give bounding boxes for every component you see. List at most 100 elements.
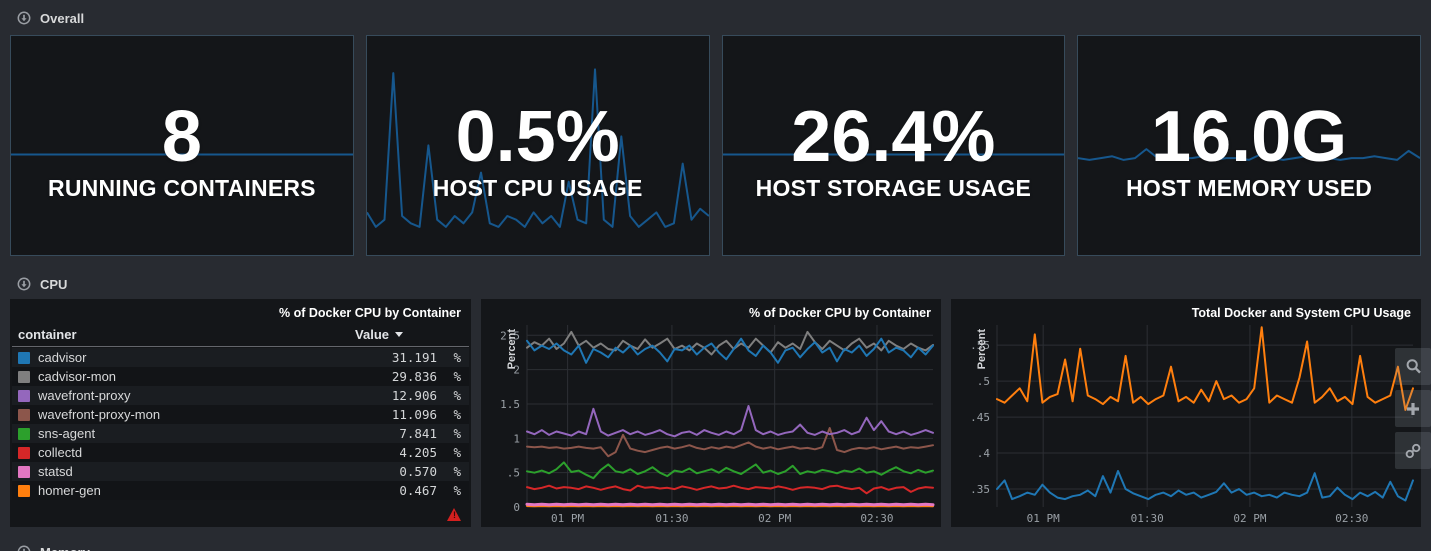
row-header-label: Overall (40, 10, 85, 26)
cpu-value: 12.906 (391, 388, 437, 403)
series-color-swatch (18, 389, 30, 402)
container-name: sns-agent (38, 426, 96, 441)
cpu-value: 7.841 (399, 426, 437, 441)
line-chart-plot[interactable]: 0 .5 1 1.5 2 2.5 01 PM 01:30 02 PM 02:30 (481, 299, 941, 527)
cpu-value: 11.096 (391, 407, 437, 422)
stat-label: HOST MEMORY USED (1126, 174, 1373, 201)
series-color-swatch (18, 408, 30, 421)
cpu-value: 0.467 (399, 483, 437, 498)
container-name: statsd (38, 464, 73, 479)
svg-text:02:30: 02:30 (1335, 512, 1368, 525)
plus-icon (1407, 402, 1419, 415)
cpu-unit: % (453, 388, 461, 403)
overall-stat-row: 8 RUNNING CONTAINERS 0.5% HOST CPU USAGE… (10, 35, 1421, 256)
table-row: cadvisor-mon 29.836% (12, 367, 469, 386)
row-header-label: Memory (40, 545, 90, 551)
cpu-unit: % (453, 483, 461, 498)
column-header-container[interactable]: container (18, 326, 77, 342)
table-row: sns-agent 7.841% (12, 424, 469, 443)
stat-label: HOST STORAGE USAGE (755, 174, 1032, 201)
svg-text:.5: .5 (507, 467, 520, 480)
sparkline (722, 153, 1065, 156)
svg-text:.55: .55 (970, 339, 990, 352)
total-cpu-chart-panel: Total Docker and System CPU Usage Percen… (951, 299, 1421, 527)
table-header-row: container Value (12, 326, 469, 347)
panel-error-icon[interactable]: ! (447, 508, 462, 521)
line-chart-plot[interactable]: .35 .4 .45 .5 .55 01 PM 01:30 02 PM 02:30 (951, 299, 1421, 527)
svg-text:.35: .35 (970, 483, 990, 496)
series-color-swatch (18, 427, 30, 440)
stat-panel-running-containers[interactable]: 8 RUNNING CONTAINERS (10, 35, 354, 256)
panel-title[interactable]: % of Docker CPU by Container (279, 306, 461, 320)
sparkline (1078, 148, 1421, 161)
share-link-button[interactable] (1395, 432, 1431, 469)
dashboard-fab-stack (1395, 348, 1431, 469)
stat-value: 26.4% (791, 97, 996, 178)
table-row: statsd 0.570% (12, 462, 469, 481)
container-name: cadvisor-mon (38, 369, 117, 384)
collapse-row-icon (17, 545, 31, 551)
table-row: wavefront-proxy-mon 11.096% (12, 405, 469, 424)
zoom-out-button[interactable] (1395, 348, 1431, 385)
magnifier-icon (1406, 359, 1421, 374)
table-row: homer-gen 0.467% (12, 481, 469, 500)
svg-text:01:30: 01:30 (655, 512, 688, 525)
sparkline (11, 153, 353, 156)
container-name: homer-gen (38, 483, 101, 498)
row-header-memory[interactable]: Memory (0, 543, 1431, 551)
table-row: cadvisor 31.191% (12, 348, 469, 367)
cpu-value: 29.836 (391, 369, 437, 384)
table-row: collectd 4.205% (12, 443, 469, 462)
stat-value: 8 (161, 97, 202, 178)
svg-text:01 PM: 01 PM (551, 512, 584, 525)
container-name: cadvisor (38, 350, 87, 365)
cpu-unit: % (453, 464, 461, 479)
cpu-value: 4.205 (399, 445, 437, 460)
svg-text:02 PM: 02 PM (758, 512, 791, 525)
series-color-swatch (18, 484, 30, 497)
series-color-swatch (18, 370, 30, 383)
cpu-table-body: cadvisor 31.191% cadvisor-mon 29.836% wavefr… (12, 348, 469, 500)
container-name: wavefront-proxy (38, 388, 131, 403)
cpu-unit: % (453, 407, 461, 422)
cpu-unit: % (453, 350, 461, 365)
series-color-swatch (18, 351, 30, 364)
svg-text:2.5: 2.5 (500, 329, 520, 342)
svg-text:.5: .5 (977, 375, 990, 388)
container-name: collectd (38, 445, 83, 460)
add-panel-button[interactable] (1395, 390, 1431, 427)
row-header-label: CPU (40, 276, 68, 292)
svg-text:01 PM: 01 PM (1027, 512, 1060, 525)
series-color-swatch (18, 465, 30, 478)
stat-panel-host-cpu[interactable]: 0.5% HOST CPU USAGE (365, 35, 710, 256)
svg-text:0: 0 (513, 501, 520, 514)
row-header-cpu[interactable]: CPU (0, 275, 1431, 293)
stat-panel-host-memory[interactable]: 16.0G HOST MEMORY USED (1077, 35, 1421, 256)
cpu-unit: % (453, 445, 461, 460)
svg-text:02:30: 02:30 (860, 512, 893, 525)
svg-text:1: 1 (513, 432, 520, 445)
cpu-value: 31.191 (391, 350, 437, 365)
stat-value: 0.5% (455, 97, 620, 178)
collapse-row-icon (17, 277, 31, 291)
svg-text:1.5: 1.5 (500, 398, 520, 411)
svg-text:.4: .4 (977, 447, 991, 460)
docker-cpu-chart-panel: % of Docker CPU by Container Percent 0 .5… (481, 299, 941, 527)
cpu-panel-row: % of Docker CPU by Container container V… (10, 299, 1421, 527)
stat-label: RUNNING CONTAINERS (48, 174, 316, 201)
column-header-value[interactable]: Value (355, 327, 403, 342)
collapse-row-icon (17, 11, 31, 25)
series-color-swatch (18, 446, 30, 459)
cpu-unit: % (453, 369, 461, 384)
panel-title[interactable]: Total Docker and System CPU Usage (1191, 306, 1411, 320)
container-name: wavefront-proxy-mon (38, 407, 161, 422)
row-header-overall[interactable]: Overall (0, 0, 1431, 27)
stat-panel-host-storage[interactable]: 26.4% HOST STORAGE USAGE (721, 35, 1066, 256)
sparkline (366, 68, 709, 228)
svg-text:2: 2 (513, 364, 520, 377)
panel-title[interactable]: % of Docker CPU by Container (749, 306, 931, 320)
sort-desc-icon (395, 331, 403, 337)
table-row: wavefront-proxy 12.906% (12, 386, 469, 405)
cpu-table-panel: % of Docker CPU by Container container V… (10, 299, 471, 527)
